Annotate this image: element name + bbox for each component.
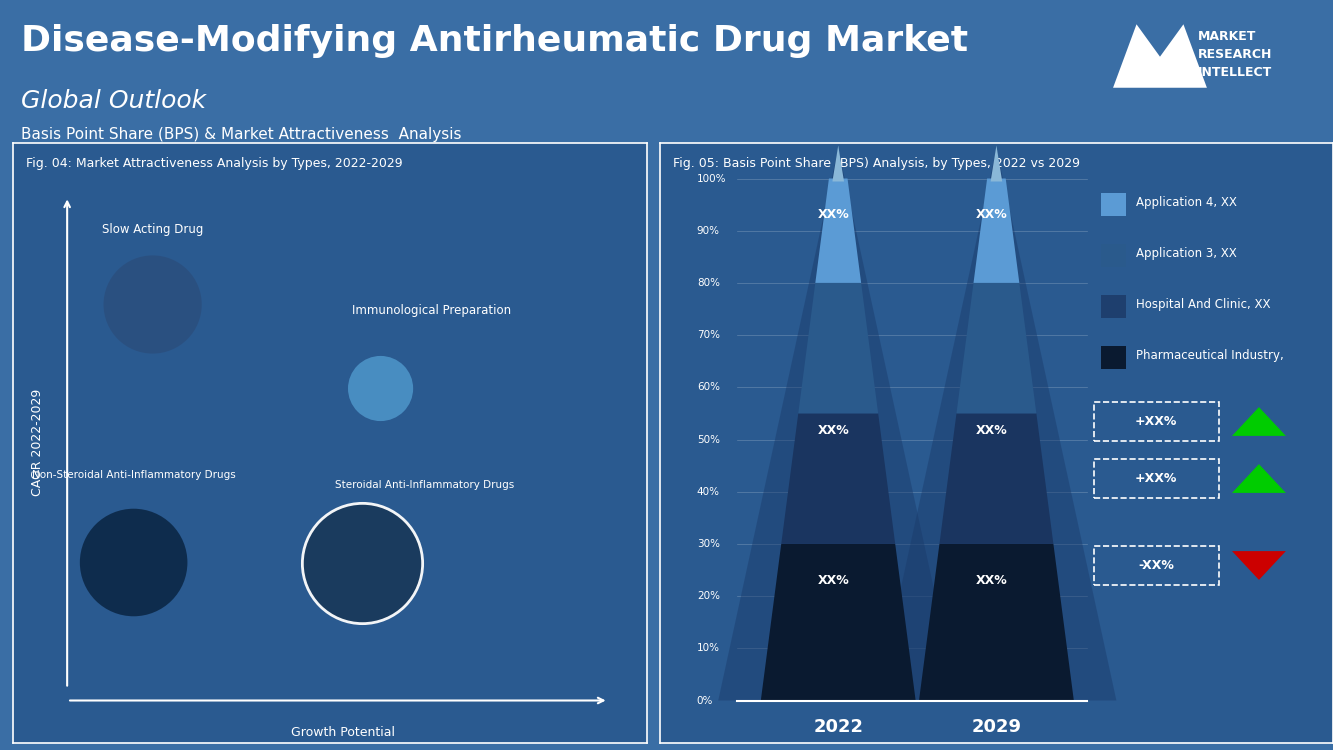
Text: 60%: 60% [697, 382, 720, 392]
Text: 2029: 2029 [972, 718, 1021, 736]
Text: Fig. 04: Market Attractiveness Analysis by Types, 2022-2029: Fig. 04: Market Attractiveness Analysis … [27, 158, 403, 170]
Polygon shape [816, 178, 861, 283]
Polygon shape [718, 148, 958, 700]
Text: Hospital And Clinic, XX: Hospital And Clinic, XX [1136, 298, 1270, 311]
Polygon shape [940, 413, 1053, 544]
FancyBboxPatch shape [1101, 244, 1126, 267]
Polygon shape [761, 544, 916, 700]
Text: 0%: 0% [697, 695, 713, 706]
Text: 30%: 30% [697, 539, 720, 549]
Text: 70%: 70% [697, 330, 720, 340]
Text: Pharmaceutical Industry,: Pharmaceutical Industry, [1136, 349, 1284, 362]
Text: 80%: 80% [697, 278, 720, 288]
Text: MARKET
RESEARCH
INTELLECT: MARKET RESEARCH INTELLECT [1198, 30, 1273, 79]
Polygon shape [990, 146, 1002, 182]
Text: 50%: 50% [697, 434, 720, 445]
Point [351, 556, 372, 568]
Text: XX%: XX% [976, 574, 1008, 587]
Text: Immunological Preparation: Immunological Preparation [352, 304, 511, 317]
Text: Non-Steroidal Anti-Inflammatory Drugs: Non-Steroidal Anti-Inflammatory Drugs [32, 470, 236, 481]
Text: XX%: XX% [976, 208, 1008, 221]
Text: XX%: XX% [818, 424, 849, 437]
Text: 40%: 40% [697, 487, 720, 496]
Text: Application 4, XX: Application 4, XX [1136, 196, 1237, 209]
Polygon shape [957, 283, 1036, 413]
Text: 20%: 20% [697, 591, 720, 601]
Text: Basis Point Share (BPS) & Market Attractiveness  Analysis: Basis Point Share (BPS) & Market Attract… [21, 127, 461, 142]
FancyBboxPatch shape [1101, 193, 1126, 216]
Polygon shape [918, 544, 1074, 700]
FancyBboxPatch shape [1101, 346, 1126, 369]
Text: -XX%: -XX% [1138, 559, 1174, 572]
Text: Global Outlook: Global Outlook [21, 89, 205, 113]
Polygon shape [832, 146, 844, 182]
Polygon shape [973, 178, 1020, 283]
Text: 2022: 2022 [813, 718, 864, 736]
Text: Growth Potential: Growth Potential [291, 727, 395, 740]
Text: Slow Acting Drug: Slow Acting Drug [101, 223, 204, 236]
Polygon shape [1232, 464, 1286, 493]
Polygon shape [798, 283, 878, 413]
Text: 100%: 100% [697, 173, 726, 184]
Polygon shape [876, 148, 1117, 700]
Point [369, 382, 392, 394]
Text: 10%: 10% [697, 644, 720, 653]
Text: XX%: XX% [818, 574, 849, 587]
Text: Disease-Modifying Antirheumatic Drug Market: Disease-Modifying Antirheumatic Drug Mar… [21, 24, 968, 58]
Text: XX%: XX% [976, 424, 1008, 437]
Polygon shape [1232, 407, 1286, 436]
Text: XX%: XX% [818, 208, 849, 221]
Polygon shape [1232, 551, 1286, 580]
Polygon shape [1113, 24, 1206, 88]
Text: Fig. 05: Basis Point Share (BPS) Analysis, by Types, 2022 vs 2029: Fig. 05: Basis Point Share (BPS) Analysi… [673, 158, 1080, 170]
Point [143, 298, 163, 310]
Point [123, 556, 144, 568]
Text: Steroidal Anti-Inflammatory Drugs: Steroidal Anti-Inflammatory Drugs [336, 479, 515, 490]
Polygon shape [781, 413, 896, 544]
Text: CAGR 2022-2029: CAGR 2022-2029 [31, 388, 44, 496]
Text: +XX%: +XX% [1136, 415, 1177, 428]
FancyBboxPatch shape [1101, 295, 1126, 318]
Text: +XX%: +XX% [1136, 472, 1177, 485]
Text: 90%: 90% [697, 226, 720, 236]
Text: Application 3, XX: Application 3, XX [1136, 247, 1237, 260]
